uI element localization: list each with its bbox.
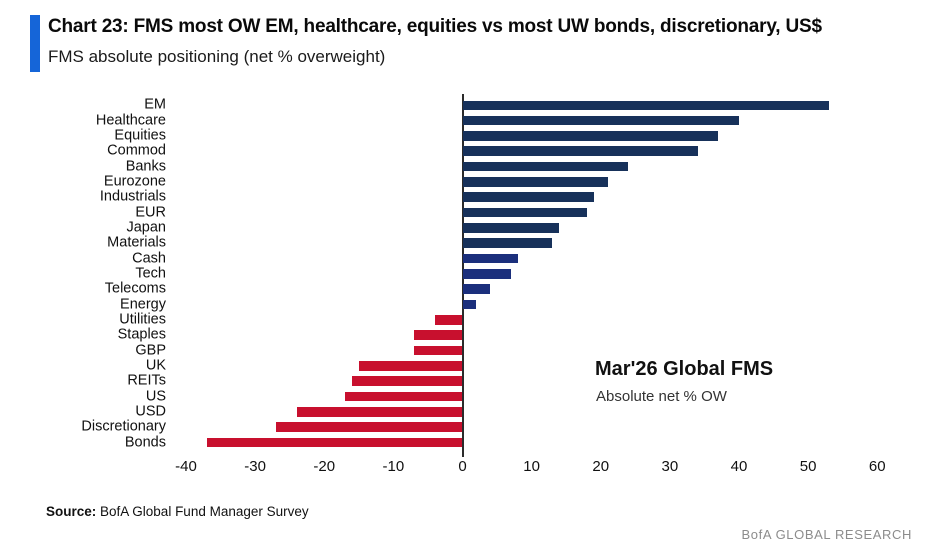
- category-label-equities: Equities: [114, 127, 166, 144]
- bar-energy: [462, 299, 477, 310]
- x-tick-label-0: 0: [458, 458, 467, 475]
- category-label-cash: Cash: [132, 250, 166, 267]
- bar-staples: [414, 330, 463, 341]
- bar-healthcare: [462, 115, 739, 126]
- bar-us: [344, 391, 463, 402]
- bar-usd: [296, 407, 463, 417]
- x-tick-label--20: -20: [313, 458, 336, 475]
- title-accent-bar: [30, 15, 40, 72]
- bar-eur: [462, 207, 587, 218]
- category-label-us: US: [145, 388, 166, 405]
- bar-materials: [462, 238, 553, 249]
- chart-title: Chart 23: FMS most OW EM, healthcare, eq…: [48, 16, 822, 37]
- x-tick-label-20: 20: [592, 458, 610, 475]
- x-tick-label-50: 50: [799, 458, 817, 475]
- category-label-bonds: Bonds: [124, 434, 166, 451]
- category-label-gbp: GBP: [135, 342, 166, 359]
- category-label-utilities: Utilities: [119, 311, 166, 328]
- brand-footer: BofA GLOBAL RESEARCH: [741, 527, 912, 542]
- bar-tech: [462, 269, 511, 279]
- bar-cash: [462, 253, 518, 264]
- x-tick-label--10: -10: [382, 458, 405, 475]
- x-tick-label-10: 10: [523, 458, 540, 475]
- x-tick-label--30: -30: [244, 458, 266, 475]
- annotation-subtitle: Absolute net % OW: [596, 388, 727, 405]
- chart-subtitle: FMS absolute positioning (net % overweig…: [48, 47, 386, 66]
- bar-reits: [351, 376, 463, 387]
- category-label-discretionary: Discretionary: [81, 418, 166, 435]
- bar-eurozone: [462, 177, 608, 187]
- x-tick-label-60: 60: [868, 458, 886, 475]
- category-label-reits: REITs: [127, 372, 166, 389]
- source-line: Source: BofA Global Fund Manager Survey: [46, 504, 309, 519]
- category-label-industrials: Industrials: [99, 188, 166, 205]
- bar-equities: [462, 131, 719, 141]
- source-text: BofA Global Fund Manager Survey: [96, 504, 309, 519]
- category-label-tech: Tech: [135, 265, 166, 282]
- category-label-uk: UK: [145, 357, 166, 374]
- x-tick-label--40: -40: [175, 458, 197, 475]
- bar-industrials: [462, 192, 594, 203]
- bar-discretionary: [275, 422, 463, 433]
- source-label: Source:: [46, 504, 97, 519]
- category-label-staples: Staples: [117, 326, 166, 343]
- category-label-usd: USD: [135, 403, 166, 420]
- bar-telecoms: [462, 284, 491, 295]
- category-label-eurozone: Eurozone: [103, 173, 166, 190]
- bar-uk: [358, 361, 463, 371]
- bar-banks: [462, 161, 629, 172]
- bar-bonds: [206, 437, 463, 448]
- category-label-japan: Japan: [126, 219, 166, 236]
- x-tick-label-30: 30: [661, 458, 679, 475]
- category-label-eur: EUR: [135, 204, 166, 221]
- category-label-em: EM: [144, 96, 166, 113]
- bar-utilities: [434, 315, 463, 325]
- category-label-materials: Materials: [107, 234, 166, 251]
- category-label-banks: Banks: [125, 158, 166, 175]
- bar-em: [462, 100, 829, 111]
- annotation-title: Mar'26 Global FMS: [595, 358, 774, 380]
- category-label-energy: Energy: [120, 296, 166, 313]
- category-label-telecoms: Telecoms: [104, 280, 166, 297]
- bar-japan: [462, 223, 560, 233]
- x-tick-label-40: 40: [730, 458, 748, 475]
- category-label-commod: Commod: [107, 142, 166, 159]
- category-label-healthcare: Healthcare: [95, 112, 166, 129]
- bar-gbp: [414, 345, 463, 356]
- bar-commod: [462, 146, 698, 157]
